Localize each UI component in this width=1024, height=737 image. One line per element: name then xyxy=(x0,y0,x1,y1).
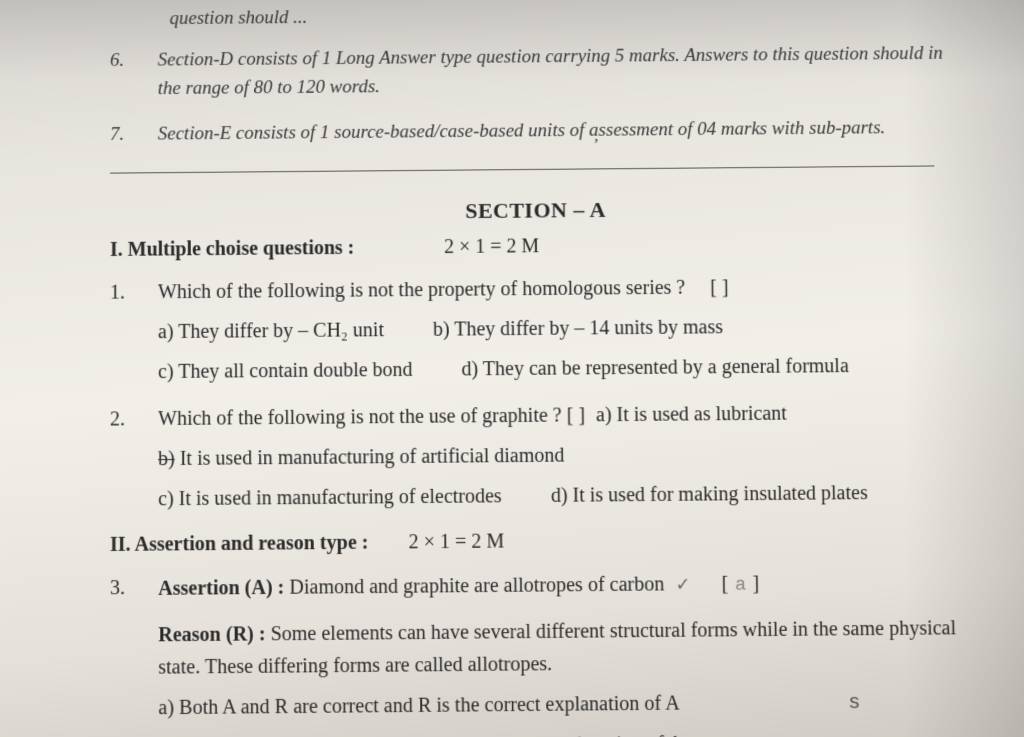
reason-text: Some elements can have several different… xyxy=(158,617,956,679)
part-i-label: I. Multiple choise questions : xyxy=(110,237,354,262)
options-line-2: c) They all contain double bond d) They … xyxy=(158,349,964,388)
options-line-cd: c) It is used in manufacturing of electr… xyxy=(158,476,967,515)
question-text: Which of the following is not the proper… xyxy=(158,277,685,303)
part-ii-marks: 2 × 1 = 2 M xyxy=(408,531,504,555)
question-number: 3. xyxy=(110,573,158,605)
option-b: b) It is used in manufacturing of artifi… xyxy=(158,445,564,471)
assessment-word: assessment xyxy=(589,115,673,145)
question-3: 3. Assertion (A) : Diamond and graphite … xyxy=(110,566,972,737)
answer-bracket: [ a ] xyxy=(721,568,759,601)
option-d: d) It is used for making insulated plate… xyxy=(551,477,868,512)
option-a-line: a) Both A and R are correct and R is the… xyxy=(158,685,970,725)
scribble-mark: s xyxy=(849,686,860,719)
answer-bracket: [ ] xyxy=(710,273,729,304)
option-c: c) They all contain double bond xyxy=(158,354,413,388)
part-i-row: I. Multiple choise questions : 2 × 1 = 2… xyxy=(110,232,962,262)
option-c: c) It is used in manufacturing of electr… xyxy=(158,481,502,516)
assertion-label: Assertion (A) : xyxy=(158,577,284,600)
instruction-row: 7. Section-E consists of 1 source-based/… xyxy=(110,113,960,149)
assertion-text: Diamond and graphite are allotropes of c… xyxy=(289,574,664,599)
question-number: 1. xyxy=(110,278,158,309)
question-text: Which of the following is not the use of… xyxy=(158,405,585,431)
question-2: 2. Which of the following is not the use… xyxy=(110,397,967,516)
exam-paper: question should ... 6. Section-D consist… xyxy=(0,0,1024,737)
question-1: 1. Which of the following is not the pro… xyxy=(110,271,964,389)
question-number: 2. xyxy=(110,404,158,435)
option-b-line: b) Both A and R are correct and R is not… xyxy=(158,726,971,737)
instruction-text: Section-D consists of 1 Long Answer type… xyxy=(158,39,959,104)
pencil-answer: a xyxy=(735,570,745,599)
options-line-1: a) They differ by – CH₂ unit b) They dif… xyxy=(158,310,964,349)
option-a: a) They differ by – CH₂ unit xyxy=(158,315,384,349)
instruction-number: 6. xyxy=(110,46,158,75)
part-ii-label: II. Assertion and reason type : xyxy=(110,532,368,557)
option-a: a) It is used as lubricant xyxy=(596,399,787,432)
option-b: b) Both A and R are correct and R is not… xyxy=(158,733,682,737)
instruction-text: Section-E consists of 1 source-based/cas… xyxy=(158,113,960,149)
reason-label: Reason (R) : xyxy=(158,624,265,647)
options-line-b: b) It is used in manufacturing of artifi… xyxy=(158,436,966,475)
question-body: Which of the following is not the use of… xyxy=(158,397,967,515)
question-body: Which of the following is not the proper… xyxy=(158,271,964,389)
tick-icon: ✓ xyxy=(675,570,691,599)
assertion-line: Assertion (A) : Diamond and graphite are… xyxy=(158,566,968,605)
divider-rule xyxy=(110,166,935,174)
question-body: Assertion (A) : Diamond and graphite are… xyxy=(158,566,972,737)
cutoff-line: question should ... xyxy=(170,2,958,30)
instruction-row: 6. Section-D consists of 1 Long Answer t… xyxy=(110,39,959,104)
option-d: d) They can be represented by a general … xyxy=(461,350,849,385)
struck-b: b) xyxy=(158,448,175,470)
option-a: a) Both A and R are correct and R is the… xyxy=(158,693,680,720)
reason-line: Reason (R) : Some elements can have seve… xyxy=(158,612,970,684)
section-a-header: SECTION – A xyxy=(110,194,961,227)
option-b: b) They differ by – 14 units by mass xyxy=(433,312,723,346)
instruction-number: 7. xyxy=(110,120,158,150)
part-i-marks: 2 × 1 = 2 M xyxy=(444,236,539,260)
part-ii-row: II. Assertion and reason type : 2 × 1 = … xyxy=(110,527,967,558)
